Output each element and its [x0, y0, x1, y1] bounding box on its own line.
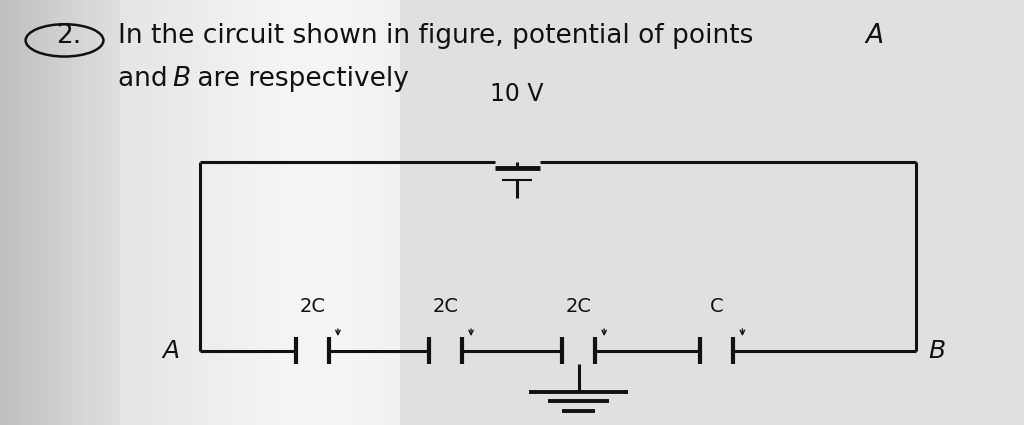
Text: A: A: [162, 339, 179, 363]
Text: 2C: 2C: [565, 297, 592, 315]
Text: 2C: 2C: [299, 297, 326, 315]
Text: B: B: [929, 339, 946, 363]
Text: and: and: [118, 66, 176, 92]
Text: are respectively: are respectively: [189, 66, 410, 92]
Text: In the circuit shown in figure, potential of points: In the circuit shown in figure, potentia…: [118, 23, 762, 49]
Text: A: A: [865, 23, 884, 49]
Text: 2C: 2C: [432, 297, 459, 315]
Text: 2.: 2.: [56, 23, 82, 49]
Text: 10 V: 10 V: [490, 82, 544, 106]
Text: B: B: [172, 66, 190, 92]
Text: C: C: [710, 297, 724, 315]
